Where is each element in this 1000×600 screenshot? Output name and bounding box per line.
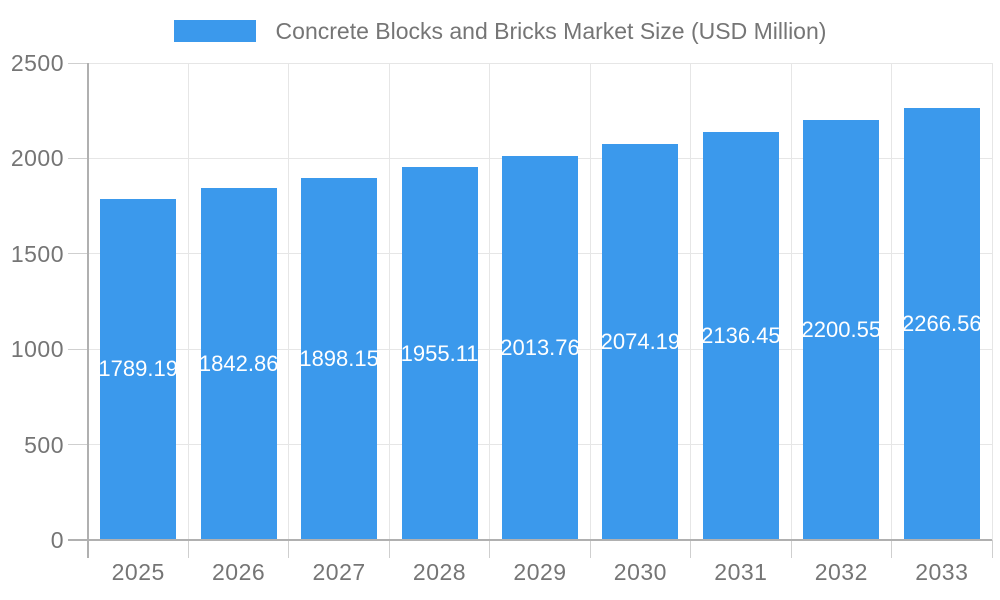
bar-value-label: 2200.55 [803, 317, 880, 343]
x-axis-tick [891, 540, 893, 558]
gridline-vertical [388, 63, 390, 540]
y-axis-label: 2500 [10, 50, 64, 76]
bar-value-label: 1898.15 [301, 345, 378, 371]
gridline-vertical [891, 63, 893, 540]
bar-value-label: 1955.11 [401, 340, 478, 366]
x-axis-label: 2030 [613, 559, 667, 585]
x-axis-tick [288, 540, 290, 558]
gridline-vertical [589, 63, 591, 540]
legend-item[interactable]: Concrete Blocks and Bricks Market Size (… [173, 17, 827, 45]
x-axis-tick [187, 540, 189, 558]
x-axis-label: 2028 [412, 559, 467, 585]
bar[interactable]: 2013.76 [502, 155, 578, 540]
bar-value-label: 1842.86 [200, 351, 277, 377]
bar[interactable]: 2266.56 [903, 107, 980, 540]
gridline-vertical [288, 63, 290, 540]
bar[interactable]: 1789.19 [100, 198, 177, 540]
x-axis-label: 2025 [111, 559, 165, 585]
x-axis-label: 2032 [814, 559, 868, 585]
y-axis-label: 2000 [10, 145, 64, 172]
x-axis-tick [991, 540, 993, 558]
bar-value-label: 2074.19 [602, 329, 679, 355]
chart-legend: Concrete Blocks and Bricks Market Size (… [0, 18, 1000, 44]
x-axis-tick [690, 540, 692, 558]
bar[interactable]: 1842.86 [200, 188, 277, 540]
bar-value-label: 2136.45 [702, 323, 779, 349]
y-axis-label: 500 [24, 431, 64, 458]
y-axis-line [87, 63, 89, 558]
y-axis-tick [68, 157, 88, 159]
bar[interactable]: 2200.55 [803, 120, 880, 540]
bar[interactable]: 1898.15 [301, 177, 378, 540]
x-axis-label: 2026 [212, 559, 266, 585]
gridline-horizontal [88, 62, 992, 64]
y-axis-tick [68, 444, 88, 446]
y-axis-tick [68, 62, 88, 64]
gridline-vertical [489, 63, 491, 540]
bar-value-label: 2013.76 [502, 334, 578, 360]
y-axis-label: 1000 [10, 336, 64, 363]
x-axis-line [68, 539, 992, 541]
y-axis-tick [68, 348, 88, 350]
x-axis-tick [790, 540, 792, 558]
x-axis-label: 2033 [915, 559, 969, 585]
bar-value-label: 1789.19 [100, 356, 177, 382]
gridline-vertical [690, 63, 692, 540]
gridline-vertical [187, 63, 189, 540]
x-axis-tick [589, 540, 591, 558]
x-axis-label: 2029 [513, 559, 567, 585]
x-axis-label: 2031 [714, 559, 768, 585]
legend-label: Concrete Blocks and Bricks Market Size (… [275, 17, 827, 44]
x-axis-tick [388, 540, 390, 558]
y-axis-label: 1500 [10, 240, 64, 267]
gridline-vertical [790, 63, 792, 540]
x-axis-tick [489, 540, 491, 558]
y-axis-label: 0 [50, 527, 64, 553]
x-axis-label: 2027 [312, 559, 366, 585]
y-axis-tick [68, 253, 88, 255]
bar[interactable]: 1955.11 [401, 167, 478, 540]
bar[interactable]: 2136.45 [702, 132, 779, 540]
legend-swatch [173, 20, 256, 42]
gridline-vertical [991, 63, 993, 540]
bar-value-label: 2266.56 [903, 310, 980, 336]
bar[interactable]: 2074.19 [602, 144, 679, 540]
